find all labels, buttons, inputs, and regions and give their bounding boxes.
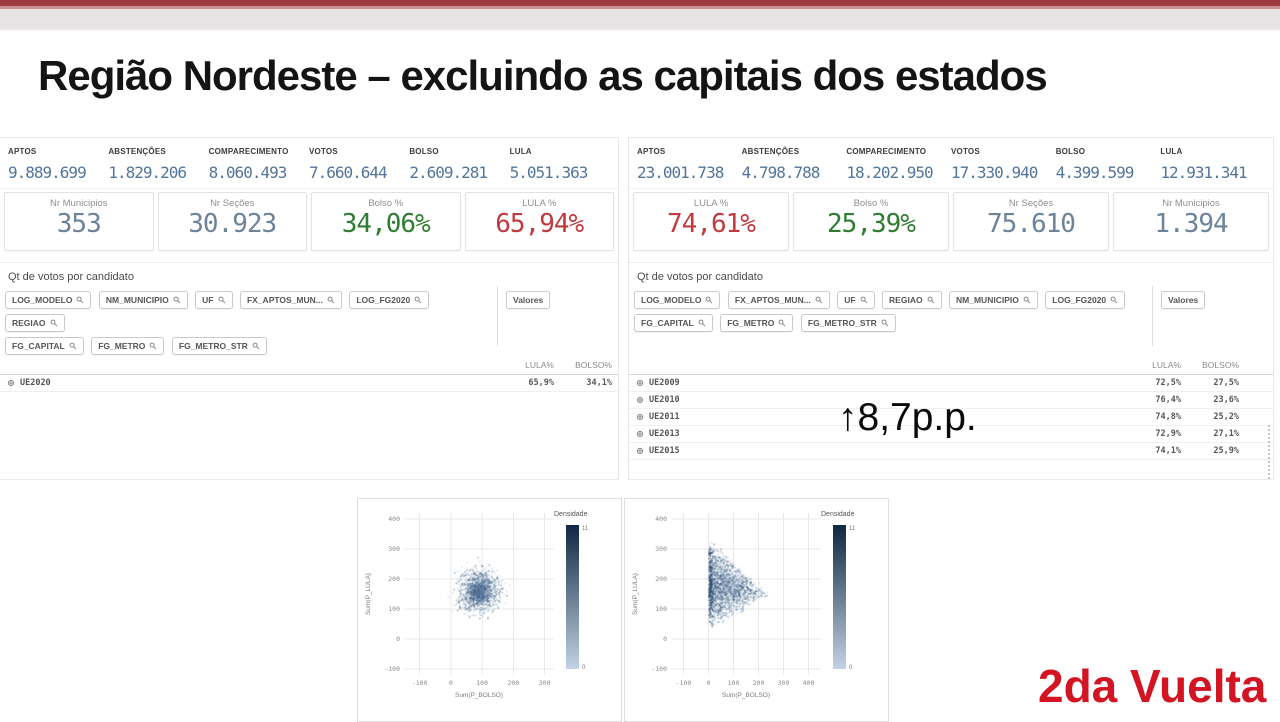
table-row[interactable]: ⊕ UE2013 72,9% 27,1% xyxy=(629,426,1273,443)
round-label: 2da Vuelta xyxy=(1038,660,1267,712)
filter-chip[interactable]: UF xyxy=(195,291,233,309)
card-bolso-pct: Bolso % 34,06% xyxy=(311,192,461,251)
kpi-cards-row: Nr Municipios 353 Nr Seções 30.923 Bolso… xyxy=(0,189,618,257)
kpi-comparecimento: COMPARECIMENTO 18.202.950 xyxy=(846,147,933,182)
search-icon xyxy=(50,319,57,327)
kpi-row: APTOS 9.889.699 ABSTENÇÕES 1.829.206 COM… xyxy=(0,138,618,189)
filter-chip[interactable]: NM_MUNICIPIO xyxy=(949,291,1038,309)
search-icon xyxy=(149,342,157,350)
search-icon xyxy=(698,319,706,327)
search-icon xyxy=(327,296,335,304)
filter-chips: LOG_MODELO NM_MUNICIPIO UF FX_APTOS_MUN.… xyxy=(0,286,497,355)
pivot-table: Qt de votos por candidato LOG_MODELO NM_… xyxy=(0,262,618,479)
col-lula-pct: LULA% xyxy=(525,360,554,370)
filter-chip[interactable]: FG_METRO xyxy=(91,337,165,355)
kpi-aptos: APTOS 23.001.738 xyxy=(637,147,724,182)
search-icon xyxy=(77,296,84,304)
scatter-card-ue2020 xyxy=(357,498,622,722)
filter-chip[interactable]: FG_METRO_STR xyxy=(171,337,267,355)
search-icon xyxy=(927,296,934,304)
top-accent-bar-light xyxy=(0,6,1280,9)
search-icon xyxy=(706,296,713,304)
kpi-abstencoes: ABSTENÇÕES 1.829.206 xyxy=(108,147,187,182)
kpi-cards-row: LULA % 74,61% Bolso % 25,39% Nr Seções 7… xyxy=(629,189,1273,257)
filter-chip[interactable]: REGIAO xyxy=(5,314,65,332)
card-nr-secoes: Nr Seções 30.923 xyxy=(157,192,307,251)
search-icon xyxy=(173,296,181,304)
filter-chip[interactable]: FG_METRO_STR xyxy=(800,314,896,332)
kpi-aptos: APTOS 9.889.699 xyxy=(8,147,87,182)
difference-annotation: ↑8,7p.p. xyxy=(838,396,977,439)
column-headers: LULA% BOLSO% xyxy=(629,346,1273,375)
filter-chip[interactable]: LOG_MODELO xyxy=(5,291,92,309)
kpi-row: APTOS 23.001.738 ABSTENÇÕES 4.798.788 CO… xyxy=(629,138,1273,189)
top-accent-bar xyxy=(0,0,1280,6)
kpi-abstencoes: ABSTENÇÕES 4.798.788 xyxy=(741,147,821,182)
filter-chip[interactable]: LOG_MODELO xyxy=(634,291,721,309)
kpi-bolso: BOLSO 4.399.599 xyxy=(1055,147,1135,182)
panel-older-models: APTOS 23.001.738 ABSTENÇÕES 4.798.788 CO… xyxy=(628,137,1274,480)
table-row[interactable]: ⊕ UE2011 74,8% 25,2% xyxy=(629,409,1273,426)
filter-chip[interactable]: FX_APTOS_MUN... xyxy=(727,291,830,309)
col-bolso-pct: BOLSO% xyxy=(575,360,612,370)
filter-chip[interactable]: FX_APTOS_MUN... xyxy=(239,291,342,309)
search-icon xyxy=(778,319,786,327)
expand-icon[interactable]: ⊕ xyxy=(636,445,644,457)
col-lula-pct: LULA% xyxy=(1152,360,1181,370)
table-row[interactable]: ⊕ UE2010 76,4% 23,6% xyxy=(629,392,1273,409)
table-row[interactable]: ⊕ UE2009 72,5% 27,5% xyxy=(629,375,1273,392)
filter-chip[interactable]: NM_MUNICIPIO xyxy=(98,291,188,309)
kpi-votos: VOTOS 7.660.644 xyxy=(308,147,388,182)
kpi-lula: LULA 12.931.341 xyxy=(1160,147,1247,182)
expand-icon[interactable]: ⊕ xyxy=(636,394,644,406)
kpi-comparecimento: COMPARECIMENTO 8.060.493 xyxy=(208,147,289,182)
kpi-lula: LULA 5.051.363 xyxy=(509,147,589,182)
scatter-plot-older-models[interactable] xyxy=(625,499,886,719)
expand-icon[interactable]: ⊕ xyxy=(7,377,15,389)
filter-chip[interactable]: LOG_FG2020 xyxy=(1045,291,1126,309)
search-icon xyxy=(218,296,225,304)
card-bolso-pct: Bolso % 25,39% xyxy=(793,192,949,251)
filter-chip[interactable]: LOG_FG2020 xyxy=(349,291,430,309)
expand-icon[interactable]: ⊕ xyxy=(636,411,644,423)
page-title: Região Nordeste – excluindo as capitais … xyxy=(38,52,1048,99)
col-bolso-pct: BOLSO% xyxy=(1202,360,1239,370)
search-icon xyxy=(1110,296,1118,304)
column-headers: LULA% BOLSO% xyxy=(0,346,618,375)
pivot-title: Qt de votos por candidato xyxy=(8,271,134,283)
expand-icon[interactable]: ⊕ xyxy=(636,428,644,440)
pivot-table: Qt de votos por candidato LOG_MODELO FX_… xyxy=(629,262,1273,479)
card-nr-municipios: Nr Municipios 353 xyxy=(4,192,154,251)
search-icon xyxy=(252,342,260,350)
filter-chip[interactable]: FG_CAPITAL xyxy=(5,337,84,355)
values-label: Valores xyxy=(506,291,551,309)
kpi-bolso: BOLSO 2.609.281 xyxy=(409,147,488,182)
scatter-card-older-models xyxy=(624,498,889,722)
filter-chip[interactable]: FG_METRO xyxy=(720,314,794,332)
filter-chip[interactable]: FG_CAPITAL xyxy=(634,314,713,332)
table-row[interactable]: ⊕ UE2020 65,9% 34,1% xyxy=(0,375,618,392)
search-icon xyxy=(815,296,823,304)
search-icon xyxy=(414,296,422,304)
search-icon xyxy=(860,296,867,304)
filter-chip[interactable]: UF xyxy=(837,291,875,309)
search-icon xyxy=(881,319,889,327)
pivot-title: Qt de votos por candidato xyxy=(637,271,763,283)
card-lula-pct: LULA % 74,61% xyxy=(633,192,789,251)
card-nr-municipios: Nr Municipios 1.394 xyxy=(1113,192,1269,251)
kpi-votos: VOTOS 17.330.940 xyxy=(951,147,1038,182)
scatter-plot-ue2020[interactable] xyxy=(358,499,619,719)
scrollbar[interactable] xyxy=(1268,425,1270,479)
search-icon xyxy=(1023,296,1031,304)
values-label: Valores xyxy=(1161,291,1206,309)
filter-chip[interactable]: REGIAO xyxy=(882,291,942,309)
expand-icon[interactable]: ⊕ xyxy=(636,377,644,389)
card-lula-pct: LULA % 65,94% xyxy=(464,192,614,251)
search-icon xyxy=(69,342,77,350)
top-gray-strip xyxy=(0,9,1280,31)
card-nr-secoes: Nr Seções 75.610 xyxy=(953,192,1109,251)
table-row[interactable]: ⊕ UE2015 74,1% 25,9% xyxy=(629,443,1273,460)
filter-chips: LOG_MODELO FX_APTOS_MUN... UF REGIAO NM_… xyxy=(629,286,1152,346)
panel-ue2020: APTOS 9.889.699 ABSTENÇÕES 1.829.206 COM… xyxy=(0,137,619,480)
